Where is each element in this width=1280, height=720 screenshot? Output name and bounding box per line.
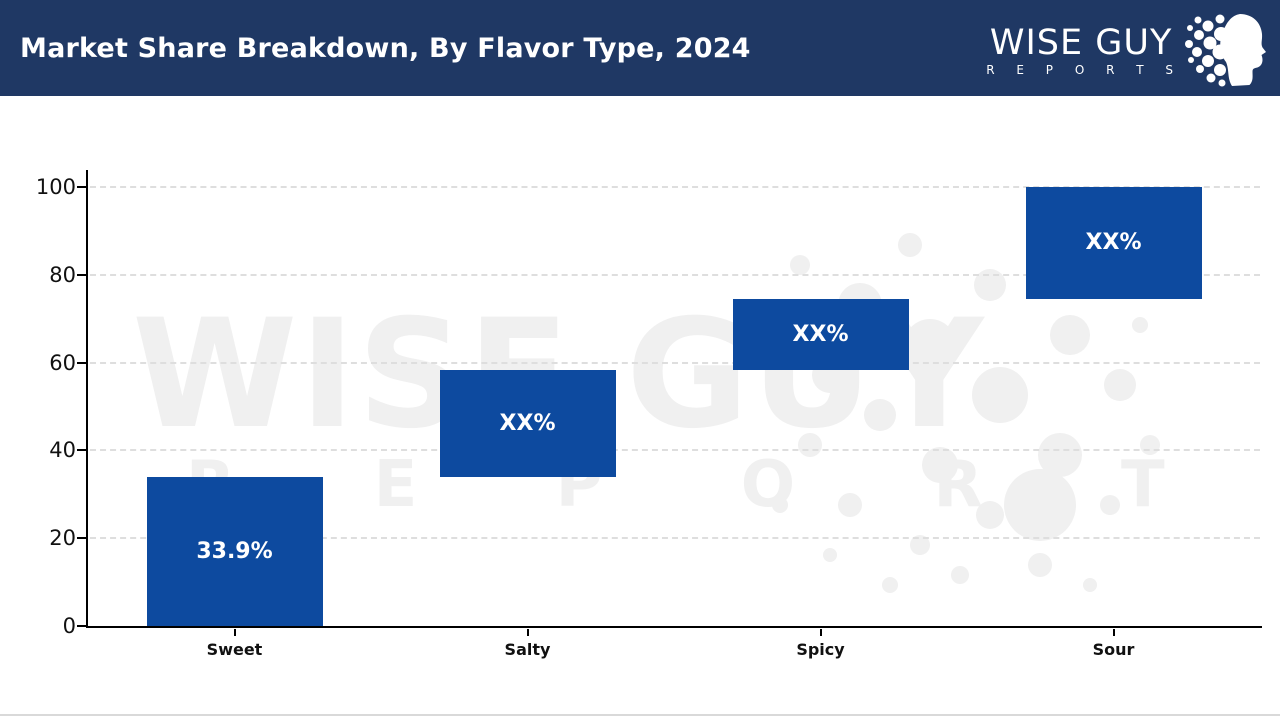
y-axis-tick-label: 40 xyxy=(49,438,76,463)
x-axis-tick-mark xyxy=(1112,629,1115,636)
y-axis-tick-mark xyxy=(77,537,87,540)
y-axis-tick-label: 0 xyxy=(62,614,76,638)
y-axis-tick-label: 20 xyxy=(49,526,76,551)
bar-value-label: XX% xyxy=(499,411,556,437)
bar-sweet: 33.9% xyxy=(146,477,323,626)
gridline xyxy=(90,449,1260,452)
plot-area: 0 20 40 60 80 100 33.9% Sweet XX% Salty XX% Spicy XX… xyxy=(0,96,1280,714)
bar-value-label: XX% xyxy=(792,321,849,347)
x-axis-spine xyxy=(86,626,1262,628)
x-axis-tick-mark xyxy=(526,629,529,636)
bar-sour: XX% xyxy=(1025,187,1202,299)
bar-salty: XX% xyxy=(439,370,616,478)
x-axis-category-label: Spicy xyxy=(796,640,845,659)
y-axis-tick-mark xyxy=(77,449,87,452)
y-axis-spine xyxy=(86,170,88,628)
bottom-rule xyxy=(0,714,1280,716)
y-axis-tick-mark xyxy=(77,273,87,276)
gridline xyxy=(90,273,1260,276)
watermark-sub: R E P O R T S xyxy=(186,448,1280,522)
x-axis-tick-mark xyxy=(819,629,822,636)
bar-value-label: 33.9% xyxy=(196,539,273,565)
y-axis-tick-mark xyxy=(77,625,87,627)
chart-title: Market Share Breakdown, By Flavor Type, … xyxy=(20,32,751,64)
wiseguy-logo-name: WISE GUY xyxy=(989,22,1173,63)
y-axis-tick-label: 80 xyxy=(49,262,76,287)
header-band: Market Share Breakdown, By Flavor Type, … xyxy=(0,0,1280,96)
wiseguy-face-icon xyxy=(1185,14,1266,87)
x-axis-tick-mark xyxy=(233,629,236,636)
x-axis-category-label: Sweet xyxy=(206,640,263,659)
wiseguy-logo-text: WISE GUY R E P O R T S xyxy=(980,24,1182,77)
bar-value-label: XX% xyxy=(1085,230,1142,256)
x-axis-category-label: Sour xyxy=(1092,640,1135,659)
wiseguy-logo: WISE GUY R E P O R T S xyxy=(980,12,1266,88)
y-axis-tick-mark xyxy=(77,186,87,188)
gridline xyxy=(90,537,1260,540)
y-axis-tick-label: 60 xyxy=(49,350,76,375)
y-axis-tick-label: 100 xyxy=(35,175,76,199)
bar-spicy: XX% xyxy=(732,298,909,371)
wiseguy-logo-sub: R E P O R T S xyxy=(986,62,1182,77)
gridline xyxy=(90,361,1260,364)
gridline xyxy=(90,186,1260,188)
y-axis-tick-mark xyxy=(77,361,87,364)
x-axis-category-label: Salty xyxy=(504,640,551,659)
